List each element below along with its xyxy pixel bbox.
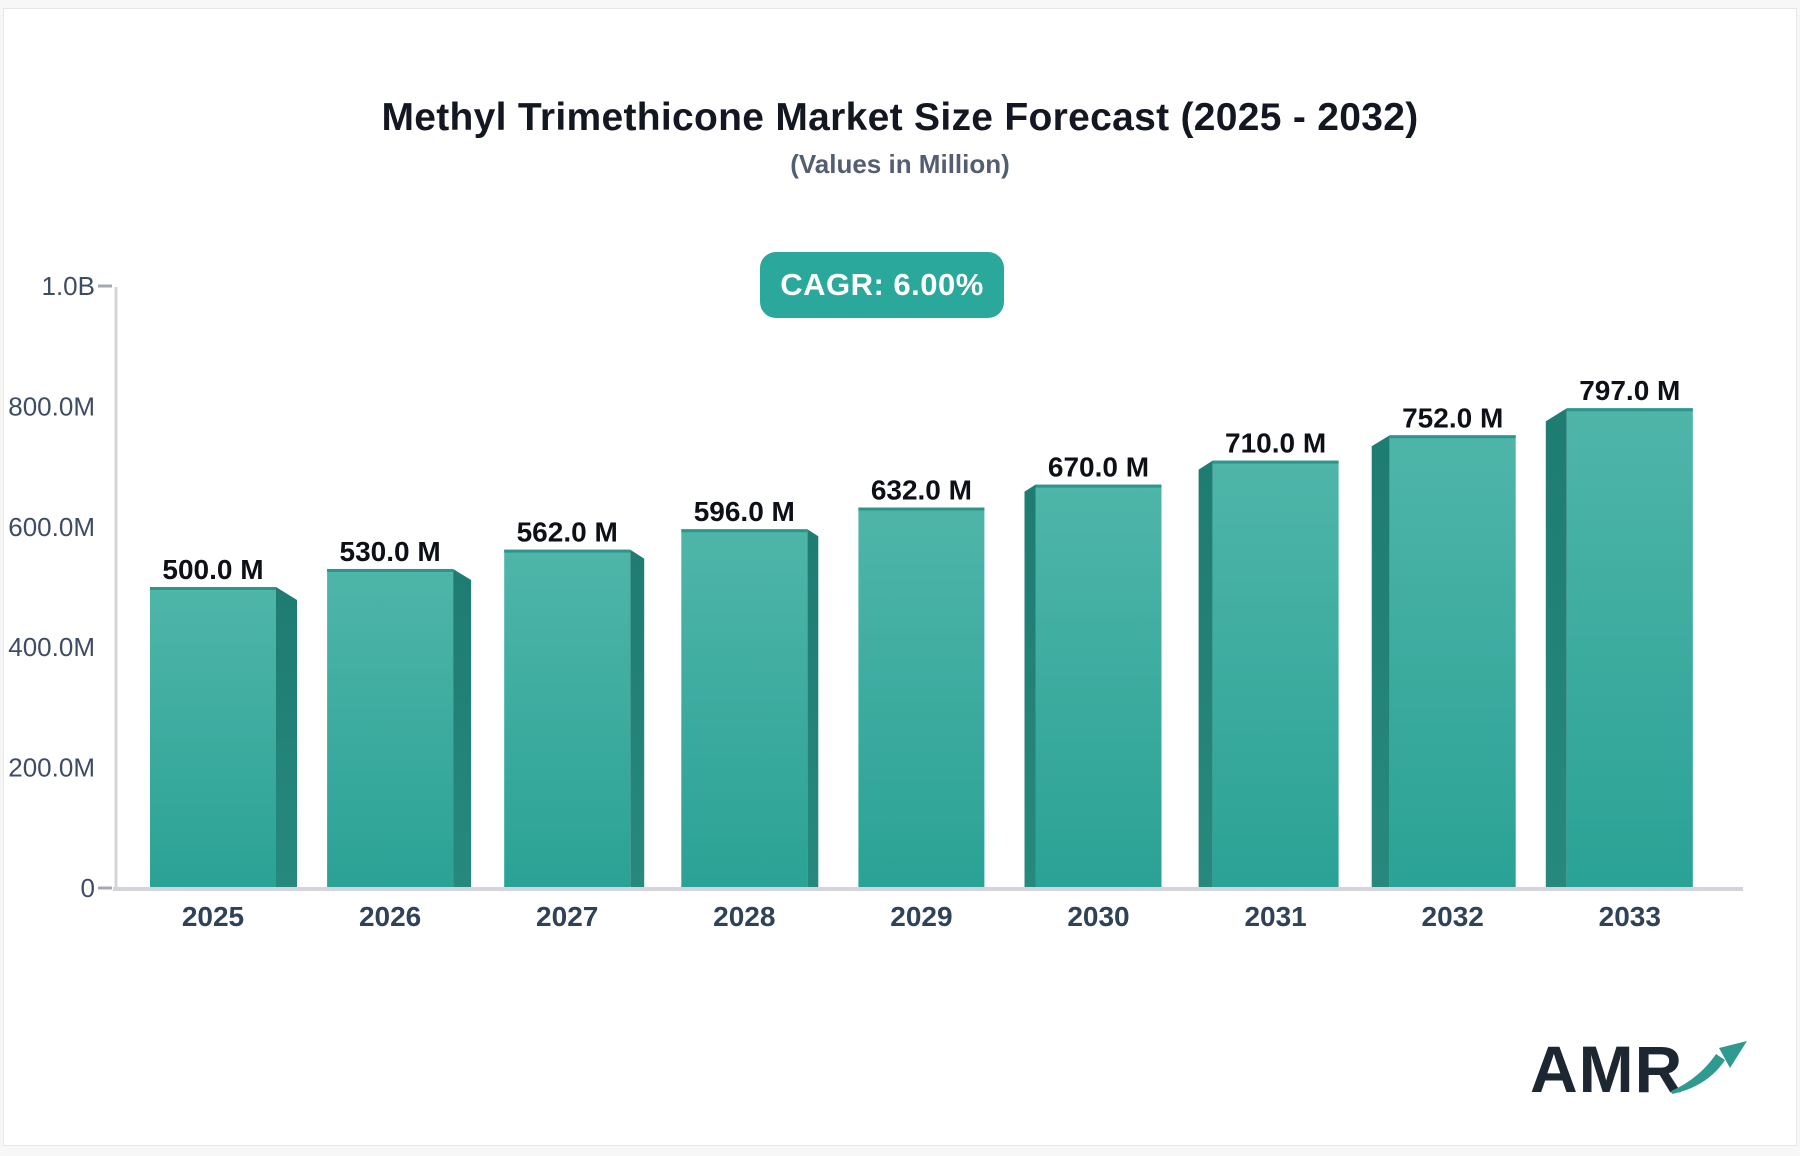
bar [1566, 408, 1693, 888]
x-tick-label: 2027 [536, 901, 598, 932]
y-tick-label: 600.0M [8, 512, 95, 542]
bar [681, 529, 808, 888]
bar-value-label: 670.0 M [1048, 452, 1149, 483]
bar-value-label: 710.0 M [1225, 428, 1326, 459]
x-tick-label: 2031 [1244, 901, 1306, 932]
x-tick-label: 2033 [1599, 901, 1661, 932]
bar-side-face [1198, 460, 1213, 888]
y-tick-label: 200.0M [8, 753, 95, 783]
bar-value-label: 596.0 M [694, 496, 795, 527]
x-tick-label: 2030 [1067, 901, 1129, 932]
bar [327, 568, 454, 888]
bar [1035, 484, 1162, 888]
y-tick-label: 800.0M [8, 391, 95, 421]
bar [150, 587, 276, 888]
y-tick-label: 0 [81, 873, 95, 903]
x-tick-label: 2026 [359, 901, 421, 932]
bar-side-face [1371, 435, 1390, 888]
x-tick-label: 2028 [713, 901, 775, 932]
chart-title: Methyl Trimethicone Market Size Forecast… [381, 96, 1419, 139]
bar [504, 549, 631, 888]
bar-value-label: 752.0 M [1402, 402, 1503, 433]
cagr-badge-label: CAGR: 6.00% [780, 267, 984, 302]
amr-logo-text: AMR [1530, 1032, 1684, 1106]
bar-side-face [1024, 484, 1036, 888]
bar-value-label: 530.0 M [340, 536, 441, 567]
bar-value-label: 500.0 M [162, 554, 263, 585]
y-tick-label: 1.0B [42, 271, 96, 301]
cagr-badge: CAGR: 6.00% [760, 252, 1004, 318]
bar-side-face [1545, 408, 1567, 888]
bar [858, 507, 985, 888]
chart-subtitle: (Values in Million) [790, 149, 1010, 179]
bar [1212, 460, 1339, 888]
bar-value-label: 562.0 M [517, 517, 618, 548]
bar-side-face [630, 549, 645, 888]
x-tick-label: 2032 [1422, 901, 1484, 932]
bar [1389, 435, 1516, 888]
growth-arrow-icon [1671, 1041, 1748, 1094]
bar-side-face [453, 568, 472, 888]
bar-side-face [807, 529, 819, 888]
x-tick-label: 2029 [890, 901, 952, 932]
y-tick-label: 400.0M [8, 632, 95, 662]
amr-logo: AMR [1530, 1036, 1757, 1102]
bar-side-face [276, 587, 297, 888]
bar-value-label: 797.0 M [1579, 375, 1680, 406]
x-tick-label: 2025 [182, 901, 244, 932]
bar-value-label: 632.0 M [871, 475, 972, 506]
